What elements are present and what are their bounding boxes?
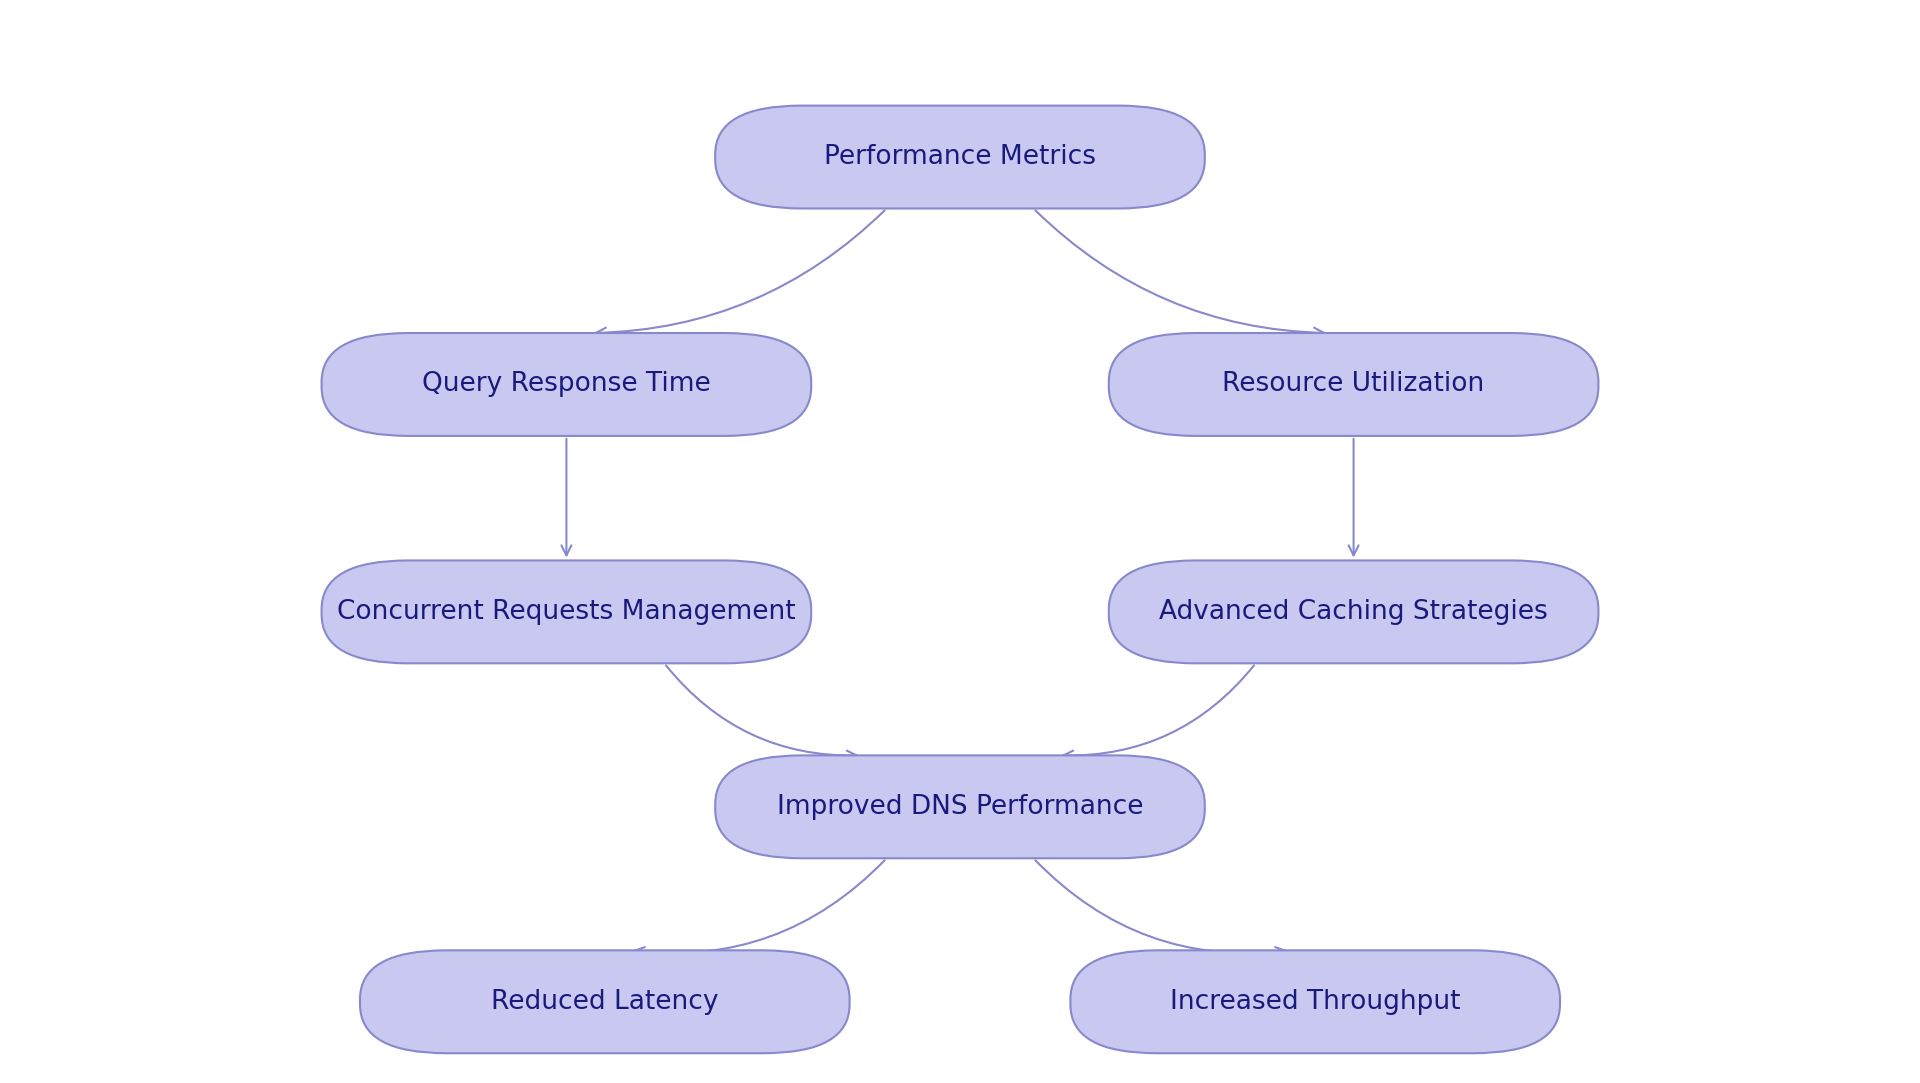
Text: Advanced Caching Strategies: Advanced Caching Strategies — [1160, 599, 1548, 625]
FancyBboxPatch shape — [714, 756, 1206, 858]
FancyBboxPatch shape — [714, 106, 1206, 208]
Text: Resource Utilization: Resource Utilization — [1223, 371, 1484, 397]
FancyBboxPatch shape — [1108, 561, 1597, 663]
Text: Reduced Latency: Reduced Latency — [492, 989, 718, 1015]
Text: Query Response Time: Query Response Time — [422, 371, 710, 397]
Text: Concurrent Requests Management: Concurrent Requests Management — [338, 599, 795, 625]
FancyBboxPatch shape — [321, 334, 810, 435]
FancyBboxPatch shape — [1108, 334, 1597, 435]
FancyBboxPatch shape — [321, 561, 810, 663]
Text: Improved DNS Performance: Improved DNS Performance — [778, 794, 1142, 820]
Text: Performance Metrics: Performance Metrics — [824, 144, 1096, 170]
Text: Increased Throughput: Increased Throughput — [1169, 989, 1461, 1015]
FancyBboxPatch shape — [361, 951, 849, 1053]
FancyBboxPatch shape — [1071, 951, 1561, 1053]
